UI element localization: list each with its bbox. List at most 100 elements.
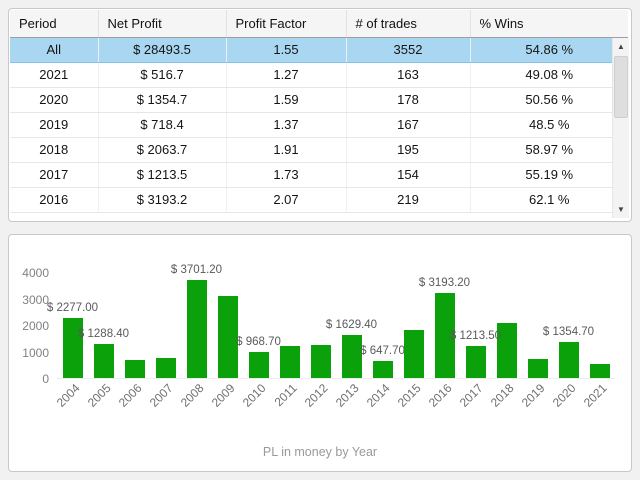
cell-net_profit: $ 1354.7	[98, 87, 227, 113]
bar-2012[interactable]	[310, 344, 331, 378]
x-axis-label: 2015	[394, 381, 424, 410]
x-axis-label: 2018	[487, 381, 517, 410]
cell-period: 2017	[10, 162, 99, 188]
bar-value-label: $ 1629.40	[325, 318, 378, 331]
cell-trades: 154	[346, 162, 471, 188]
bar-value-label: $ 2277.00	[46, 301, 99, 314]
cell-profit_factor: 1.27	[226, 62, 347, 88]
x-axis-label: 2009	[208, 381, 238, 410]
bar-slot: $ 968.70 2010	[236, 273, 281, 409]
y-tick-label: 3000	[22, 292, 49, 307]
bar-2014[interactable]	[372, 360, 393, 378]
bar-slot: $ 647.70 2014	[360, 273, 405, 410]
bar-slot: 2021	[581, 273, 615, 410]
table-row[interactable]: 2021 $ 516.7 1.27 163 49.08 %	[10, 62, 628, 88]
chart-title: PL in money by Year	[262, 445, 378, 459]
x-axis-label: 2019	[518, 381, 548, 410]
bar-slot: $ 3193.20 2016	[419, 273, 470, 409]
cell-period: 2018	[10, 137, 99, 163]
cell-period: 2016	[10, 187, 99, 213]
bar-2020[interactable]	[558, 342, 579, 378]
cell-net_profit: $ 718.4	[98, 112, 227, 138]
table-row[interactable]: All $ 28493.5 1.55 3552 54.86 %	[10, 37, 628, 63]
bar-2005[interactable]	[93, 343, 114, 378]
table-row[interactable]: 2017 $ 1213.5 1.73 154 55.19 %	[10, 162, 628, 188]
cell-wins: 50.56 %	[470, 87, 628, 113]
bar-2004[interactable]	[62, 317, 83, 378]
bar-slot: 2011	[271, 273, 305, 409]
col-header-profit-factor: Profit Factor	[226, 10, 347, 38]
y-tick-label: 4000	[22, 266, 49, 280]
bar-2009[interactable]	[217, 295, 238, 378]
table-row[interactable]: 2016 $ 3193.2 2.07 219 62.1 %	[10, 187, 628, 213]
bar-2011[interactable]	[279, 346, 300, 378]
scroll-up-button[interactable]: ▲	[613, 38, 629, 55]
cell-trades: 167	[346, 112, 471, 138]
scroll-down-button[interactable]: ▼	[613, 201, 629, 218]
bar-slot: $ 3701.20 2008	[171, 264, 222, 410]
bar-slot: $ 2277.00 2004	[47, 273, 98, 410]
bar-value-label: $ 647.70	[360, 344, 405, 357]
arrow-up-icon: ▲	[617, 42, 625, 51]
y-tick-label: 0	[42, 372, 49, 386]
x-axis-label: 2014	[363, 381, 393, 410]
bar-value-label: $ 3193.20	[418, 277, 471, 290]
y-tick-label: 1000	[22, 345, 49, 360]
bar-2019[interactable]	[527, 359, 548, 378]
x-axis-label: 2021	[580, 381, 610, 410]
table-row[interactable]: 2020 $ 1354.7 1.59 178 50.56 %	[10, 87, 628, 113]
x-axis-label: 2006	[115, 381, 145, 410]
stats-table: Period Net Profit Profit Factor # of tra…	[10, 10, 628, 213]
cell-trades: 219	[346, 187, 471, 213]
bar-2015[interactable]	[403, 330, 424, 378]
cell-profit_factor: 1.55	[226, 37, 347, 63]
cell-wins: 58.97 %	[470, 137, 628, 163]
bar-value-label: $ 3701.20	[170, 263, 223, 276]
table-header: Period Net Profit Profit Factor # of tra…	[10, 10, 628, 38]
table-row[interactable]: 2018 $ 2063.7 1.91 195 58.97 %	[10, 137, 628, 163]
col-header-wins: % Wins	[470, 10, 628, 38]
bar-slot: 2018	[488, 273, 522, 410]
scrollbar-thumb[interactable]	[614, 56, 628, 118]
x-axis-label: 2016	[425, 381, 455, 410]
x-axis-label: 2010	[239, 381, 269, 410]
header-row: Period Net Profit Profit Factor # of tra…	[10, 10, 628, 38]
cell-net_profit: $ 3193.2	[98, 187, 227, 213]
bar-slot: 2015	[395, 273, 429, 410]
cell-profit_factor: 1.73	[226, 162, 347, 188]
col-header-trades: # of trades	[346, 10, 471, 38]
bar-slot: $ 1213.50 2017	[450, 273, 501, 410]
table-scrollbar[interactable]: ▲ ▼	[612, 38, 629, 218]
x-axis-label: 2020	[549, 381, 579, 410]
cell-wins: 49.08 %	[470, 62, 628, 88]
cell-trades: 195	[346, 137, 471, 163]
chart-y-axis: 0 1000 2000 3000 4000	[15, 266, 51, 386]
cell-net_profit: $ 28493.5	[98, 37, 227, 63]
table-row[interactable]: 2019 $ 718.4 1.37 167 48.5 %	[10, 112, 628, 138]
bar-2007[interactable]	[155, 358, 176, 378]
bar-value-label: $ 1288.40	[77, 327, 130, 340]
cell-profit_factor: 1.37	[226, 112, 347, 138]
cell-period: 2019	[10, 112, 99, 138]
bar-2006[interactable]	[124, 359, 145, 378]
bar-value-label: $ 1213.50	[449, 329, 502, 342]
chart-plot: $ 2277.00 2004 $ 1288.40 2005 2006 2007 $ 3701…	[47, 264, 615, 410]
bar-2021[interactable]	[589, 364, 610, 378]
cell-wins: 48.5 %	[470, 112, 628, 138]
bar-2016[interactable]	[434, 293, 455, 378]
bar-2010[interactable]	[248, 352, 269, 378]
bar-2018[interactable]	[496, 323, 517, 378]
x-axis-label: 2004	[53, 381, 83, 410]
bar-value-label: $ 1354.70	[542, 326, 595, 339]
bar-slot: 2012	[302, 273, 336, 410]
bar-slot: $ 1288.40 2005	[78, 273, 129, 410]
bar-2008[interactable]	[186, 279, 207, 378]
cell-wins: 62.1 %	[470, 187, 628, 213]
y-tick-label: 2000	[22, 319, 49, 333]
bar-2013[interactable]	[341, 334, 362, 378]
bar-2017[interactable]	[465, 345, 486, 378]
cell-period: 2021	[10, 62, 99, 88]
cell-trades: 178	[346, 87, 471, 113]
arrow-down-icon: ▼	[617, 205, 625, 214]
bar-value-label: $ 968.70	[236, 336, 281, 349]
